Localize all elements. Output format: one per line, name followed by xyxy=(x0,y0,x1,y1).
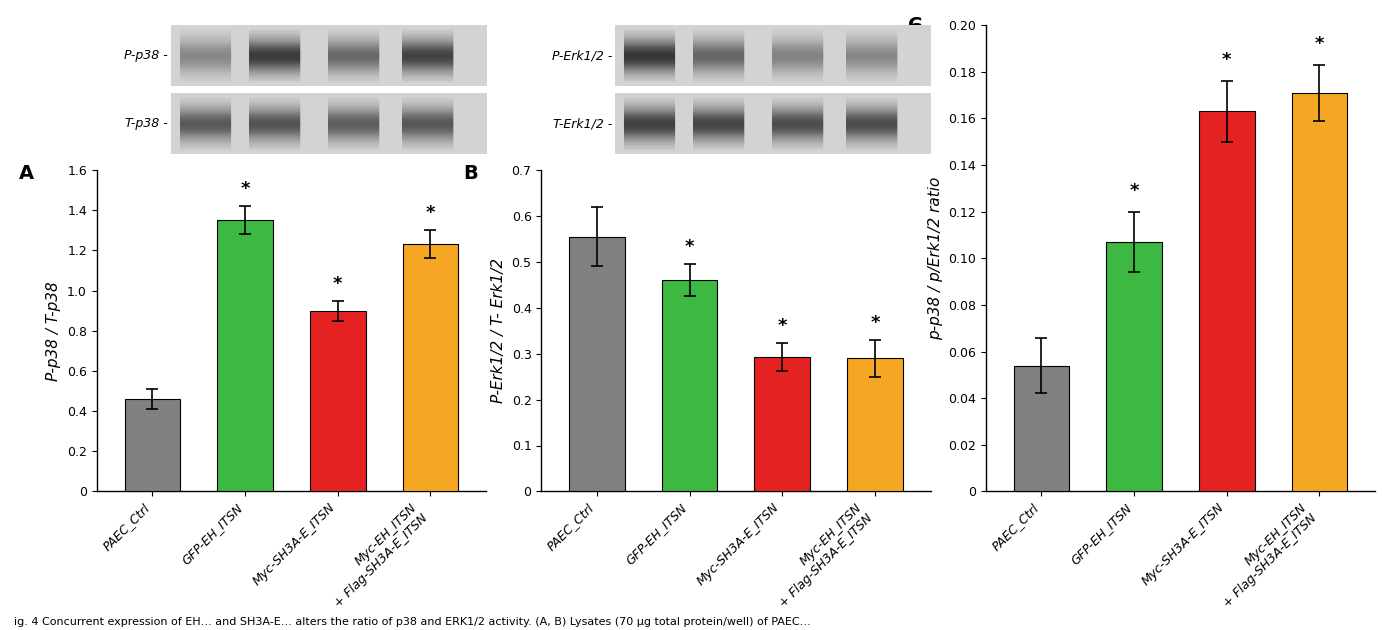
Bar xyxy=(1292,93,1347,491)
Bar xyxy=(310,311,365,491)
Text: T-p38 -: T-p38 - xyxy=(126,117,169,130)
Text: A: A xyxy=(19,164,35,183)
Text: *: * xyxy=(333,275,343,292)
Y-axis label: p-p38 / p/Erk1/2 ratio: p-p38 / p/Erk1/2 ratio xyxy=(927,176,943,340)
Bar xyxy=(402,244,459,491)
Text: *: * xyxy=(871,314,880,332)
Text: C: C xyxy=(908,16,922,35)
Text: *: * xyxy=(778,317,786,335)
Text: ig. 4 Concurrent expression of EH… and SH3A-E… alters the ratio of p38 and ERK1/: ig. 4 Concurrent expression of EH… and S… xyxy=(14,617,811,627)
Bar xyxy=(662,280,717,491)
Text: *: * xyxy=(1314,35,1324,53)
Text: *: * xyxy=(685,238,694,256)
Text: *: * xyxy=(240,180,250,198)
Bar xyxy=(1013,365,1070,491)
Text: C: C xyxy=(908,22,922,42)
Bar xyxy=(217,220,272,491)
Text: *: * xyxy=(426,204,435,222)
Bar xyxy=(124,399,180,491)
Bar xyxy=(847,358,902,491)
Bar xyxy=(569,237,625,491)
Text: P-p38 -: P-p38 - xyxy=(124,49,169,62)
Bar xyxy=(1200,112,1255,491)
Text: B: B xyxy=(463,164,478,183)
Text: T-Erk1/2 -: T-Erk1/2 - xyxy=(553,117,612,130)
Text: *: * xyxy=(1222,52,1231,69)
Bar xyxy=(755,357,810,491)
Text: P-Erk1/2 -: P-Erk1/2 - xyxy=(551,49,612,62)
Y-axis label: P-p38 / T-p38: P-p38 / T-p38 xyxy=(47,281,61,381)
Text: *: * xyxy=(1129,182,1139,200)
Y-axis label: P-Erk1/2 / T- Erk1/2: P-Erk1/2 / T- Erk1/2 xyxy=(491,258,506,403)
Bar xyxy=(1107,242,1162,491)
